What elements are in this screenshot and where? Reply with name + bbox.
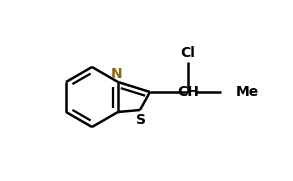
Text: N: N [111, 67, 123, 81]
Text: CH: CH [177, 85, 199, 99]
Text: Me: Me [236, 85, 259, 99]
Text: Cl: Cl [180, 46, 195, 60]
Text: S: S [136, 113, 146, 127]
